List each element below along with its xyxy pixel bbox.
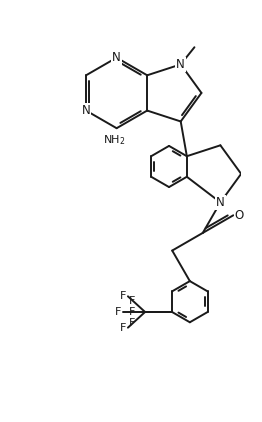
Text: F: F bbox=[115, 307, 121, 317]
Text: NH$_2$: NH$_2$ bbox=[103, 133, 125, 147]
Text: N: N bbox=[82, 104, 90, 117]
Text: F: F bbox=[129, 296, 135, 306]
Text: N: N bbox=[216, 196, 225, 209]
Text: N: N bbox=[176, 58, 185, 71]
Text: O: O bbox=[234, 209, 244, 222]
Text: F: F bbox=[120, 323, 126, 333]
Text: N: N bbox=[112, 51, 121, 64]
Text: F: F bbox=[120, 291, 126, 301]
Text: F: F bbox=[129, 307, 135, 317]
Text: F: F bbox=[129, 318, 135, 328]
